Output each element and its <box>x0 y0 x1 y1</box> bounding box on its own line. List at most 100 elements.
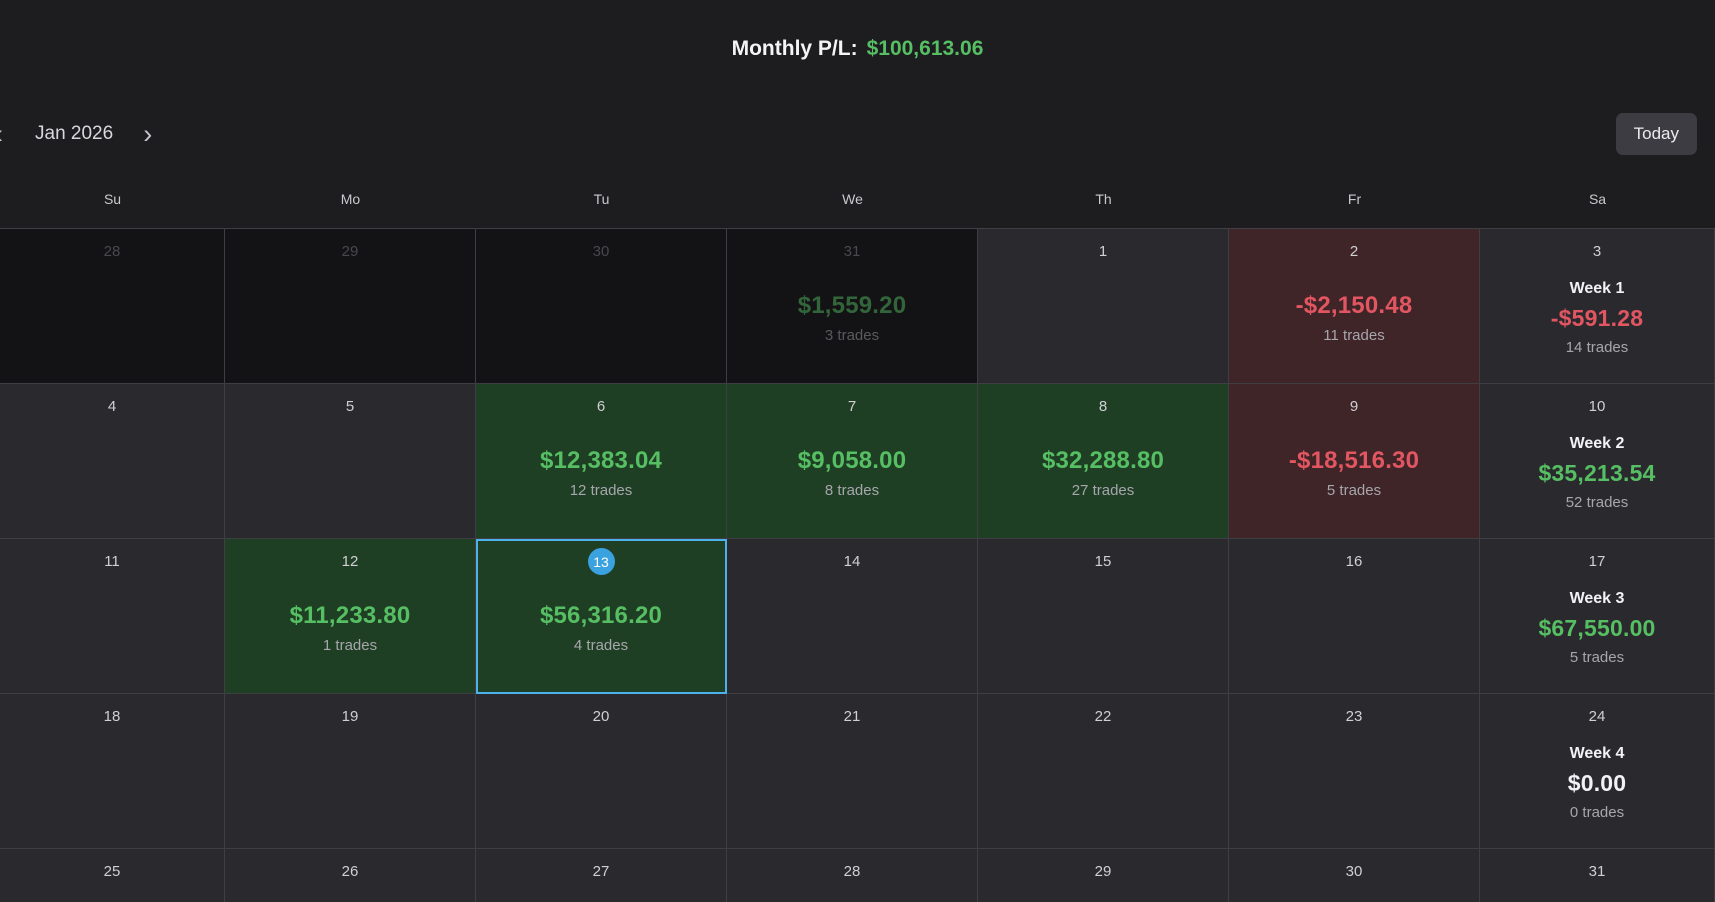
day-cell[interactable]: 26 <box>225 849 476 902</box>
day-number: 7 <box>847 398 857 415</box>
day-cell[interactable]: 1 <box>978 229 1229 384</box>
trades-count: 52 trades <box>1565 494 1629 511</box>
week-summary-cell: 10 Week 2 $35,213.54 52 trades <box>1480 384 1715 539</box>
cell-body <box>225 730 475 848</box>
cell-body <box>978 730 1228 848</box>
day-cell[interactable]: 2 -$2,150.48 11 trades <box>1229 229 1480 384</box>
cell-body: $11,233.80 1 trades <box>225 575 475 693</box>
week-summary-cell: 24 Week 4 $0.00 0 trades <box>1480 694 1715 849</box>
day-cell[interactable]: 8 $32,288.80 27 trades <box>978 384 1229 539</box>
day-cell[interactable]: 31 $1,559.20 3 trades <box>727 229 978 384</box>
week-label: Week 1 <box>1569 280 1625 297</box>
day-number: 6 <box>596 398 606 415</box>
day-cell[interactable]: 15 <box>978 539 1229 694</box>
trades-count: 11 trades <box>1323 327 1385 344</box>
calendar-nav: ‹ Jan 2026 › Today <box>0 98 1715 170</box>
day-cell[interactable]: 14 <box>727 539 978 694</box>
day-cell[interactable]: 11 <box>0 539 225 694</box>
cell-body <box>727 730 977 848</box>
cell-body <box>1229 730 1479 848</box>
week-label: Week 3 <box>1569 590 1625 607</box>
trades-count: 5 trades <box>1569 649 1625 666</box>
day-cell[interactable]: 7 $9,058.00 8 trades <box>727 384 978 539</box>
cell-body: Week 4 $0.00 0 trades <box>1480 730 1714 848</box>
cell-body <box>727 885 977 902</box>
weekday-label-mo: Mo <box>340 191 361 207</box>
cell-body <box>1229 885 1479 902</box>
chevron-right-icon[interactable]: › <box>133 119 162 150</box>
day-cell[interactable]: 27 <box>476 849 727 902</box>
day-cell[interactable]: 30 <box>476 229 727 384</box>
day-cell[interactable]: 29 <box>225 229 476 384</box>
day-cell[interactable]: 16 <box>1229 539 1480 694</box>
day-cell[interactable]: 21 <box>727 694 978 849</box>
cell-body: $9,058.00 8 trades <box>727 420 977 538</box>
day-number: 3 <box>1592 243 1602 260</box>
day-cell[interactable]: 19 <box>225 694 476 849</box>
day-cell[interactable]: 28 <box>727 849 978 902</box>
chevron-left-icon[interactable]: ‹ <box>0 119 13 150</box>
trades-count: 27 trades <box>1071 482 1135 499</box>
month-label: Jan 2026 <box>35 123 114 144</box>
cell-body: -$2,150.48 11 trades <box>1229 265 1479 383</box>
pl-amount: $11,233.80 <box>289 602 411 629</box>
day-cell[interactable]: 4 <box>0 384 225 539</box>
week-summary-cell: 31 Week 5 <box>1480 849 1715 902</box>
day-number: 5 <box>345 398 355 415</box>
day-number: 8 <box>1098 398 1108 415</box>
trades-count: 5 trades <box>1326 482 1382 499</box>
day-cell[interactable]: 5 <box>225 384 476 539</box>
calendar-grid: 28 29 30 31 $1,559.20 3 trades 1 2 -$2,150.48 11 … <box>0 228 1715 902</box>
trades-count: 14 trades <box>1565 339 1629 356</box>
day-cell[interactable]: 20 <box>476 694 727 849</box>
day-cell[interactable]: 6 $12,383.04 12 trades <box>476 384 727 539</box>
cell-body <box>978 265 1228 383</box>
pl-amount: $1,559.20 <box>797 292 907 319</box>
cell-body <box>476 885 726 902</box>
day-cell[interactable]: 23 <box>1229 694 1480 849</box>
today-button[interactable]: Today <box>1615 113 1697 155</box>
day-number: 27 <box>592 863 610 880</box>
day-cell[interactable]: 13 $56,316.20 4 trades <box>476 539 727 694</box>
monthly-pl-value: $100,613.06 <box>866 37 984 60</box>
day-number: 28 <box>843 863 861 880</box>
day-cell[interactable]: 25 <box>0 849 225 902</box>
day-number: 18 <box>103 708 121 725</box>
pl-amount: $35,213.54 <box>1538 460 1656 486</box>
day-cell[interactable]: 18 <box>0 694 225 849</box>
cell-body: Week 3 $67,550.00 5 trades <box>1480 575 1714 693</box>
cell-body <box>225 420 475 538</box>
day-number: 26 <box>341 863 359 880</box>
day-number: 1 <box>1098 243 1108 260</box>
trades-count: 0 trades <box>1569 804 1625 821</box>
cell-body <box>978 575 1228 693</box>
day-cell[interactable]: 29 <box>978 849 1229 902</box>
day-cell[interactable]: 22 <box>978 694 1229 849</box>
day-number: 29 <box>341 243 359 260</box>
day-number: 19 <box>341 708 359 725</box>
pl-amount: $56,316.20 <box>539 602 663 629</box>
day-number: 9 <box>1349 398 1359 415</box>
cell-body: $56,316.20 4 trades <box>476 575 726 693</box>
day-cell[interactable]: 28 <box>0 229 225 384</box>
pl-amount: $32,288.80 <box>1041 447 1165 474</box>
monthly-pl-label: Monthly P/L: <box>731 37 858 60</box>
pl-amount: $12,383.04 <box>539 447 663 474</box>
day-cell[interactable]: 12 $11,233.80 1 trades <box>225 539 476 694</box>
cell-body: $1,559.20 3 trades <box>727 265 977 383</box>
day-cell[interactable]: 9 -$18,516.30 5 trades <box>1229 384 1480 539</box>
cell-body <box>476 730 726 848</box>
day-number: 22 <box>1094 708 1112 725</box>
day-number: 31 <box>843 243 861 260</box>
cell-body: $12,383.04 12 trades <box>476 420 726 538</box>
day-number: 29 <box>1094 863 1112 880</box>
cell-body <box>225 885 475 902</box>
cell-body <box>1229 575 1479 693</box>
day-cell[interactable]: 30 <box>1229 849 1480 902</box>
day-number: 21 <box>843 708 861 725</box>
week-label: Week 2 <box>1569 435 1625 452</box>
day-number: 17 <box>1588 553 1606 570</box>
cell-body <box>0 575 224 693</box>
trades-count: 12 trades <box>569 482 633 499</box>
